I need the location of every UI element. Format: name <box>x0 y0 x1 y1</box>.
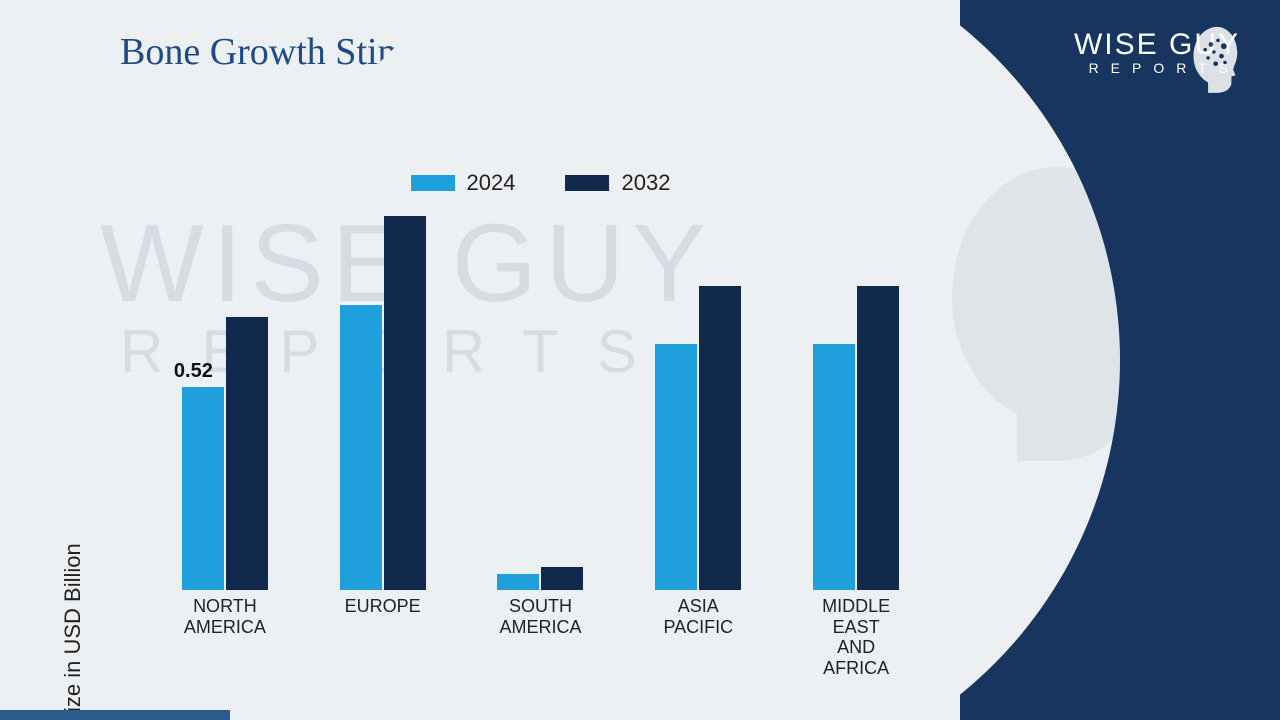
legend-item: 2024 <box>411 170 516 196</box>
bar <box>655 344 697 590</box>
bar <box>857 286 899 590</box>
bar-group <box>304 200 462 590</box>
x-tick-label: EUROPE <box>304 596 462 679</box>
bottom-accent-bar <box>0 710 230 720</box>
legend-item: 2032 <box>566 170 671 196</box>
x-axis-labels: NORTHAMERICAEUROPESOUTHAMERICAASIAPACIFI… <box>146 590 935 679</box>
bar <box>182 387 224 590</box>
x-tick-label: MIDDLEEASTANDAFRICA <box>777 596 935 679</box>
bar-group <box>462 200 620 590</box>
bar <box>226 317 268 590</box>
logo-head-icon <box>1176 24 1246 94</box>
legend: 2024 2032 <box>411 170 671 196</box>
bar-group: 0.52 <box>146 200 304 590</box>
x-tick-label: SOUTHAMERICA <box>462 596 620 679</box>
bar <box>813 344 855 590</box>
bar-group <box>619 200 777 590</box>
bar <box>340 305 382 590</box>
brand-logo: WISE GUY REPORTS <box>1074 28 1240 76</box>
bars-area: 0.52 <box>146 200 935 590</box>
bar-group <box>777 200 935 590</box>
x-tick-label: NORTHAMERICA <box>146 596 304 679</box>
bar <box>699 286 741 590</box>
legend-swatch <box>566 175 610 191</box>
chart: Market Size in USD Billion 2024 2032 0.5… <box>50 150 950 690</box>
legend-label: 2024 <box>467 170 516 196</box>
y-axis-label: Market Size in USD Billion <box>60 543 86 720</box>
bar <box>541 567 583 590</box>
bar-value-label: 0.52 <box>174 360 213 383</box>
bar <box>384 216 426 590</box>
x-tick-label: ASIAPACIFIC <box>619 596 777 679</box>
legend-label: 2032 <box>622 170 671 196</box>
legend-swatch <box>411 175 455 191</box>
plot-area: 2024 2032 0.52 NORTHAMERICAEUROPESOUTHAM… <box>145 170 935 590</box>
bar <box>497 574 539 590</box>
